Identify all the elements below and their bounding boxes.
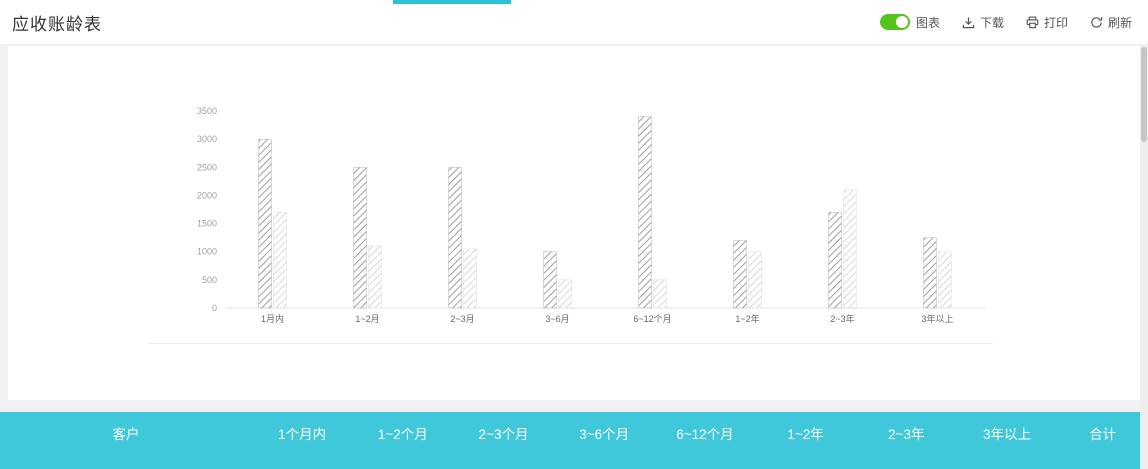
print-icon: [1026, 16, 1039, 28]
top-accent-bar: [393, 0, 511, 4]
table-column-header: 2~3个月: [478, 427, 529, 442]
bar-series-2: [558, 279, 572, 309]
bar-series-1: [923, 237, 937, 309]
table-column-header: 3~6个月: [579, 427, 630, 442]
scrollbar-thumb[interactable]: [1141, 47, 1147, 142]
download-label: 下载: [979, 15, 1004, 30]
table-header-row: 客户 1个月内 1~2个月 2~3个月 3~6个月 6~12个月 1~2年 2~3年 3年以上 合…: [0, 412, 1148, 469]
chart-toggle[interactable]: [879, 14, 910, 30]
bar-series-2: [368, 245, 382, 309]
x-axis-category-label: 2~3月: [450, 314, 474, 324]
y-axis-tick-label: 1000: [197, 247, 217, 257]
bar-series-2: [748, 251, 762, 309]
x-axis-category-label: 3~6月: [545, 314, 569, 324]
bar-series-1: [543, 251, 557, 309]
chart-toggle-group[interactable]: 图表: [879, 14, 940, 31]
header-controls: 图表 下载 打印 刷新: [879, 14, 1132, 31]
bar-series-2: [273, 212, 287, 309]
chart-toggle-label: 图表: [915, 15, 940, 30]
toggle-knob: [895, 16, 908, 28]
aging-bar-chart: 0 500 1000 1500 2000 2500 3000 3500 1月内 1~2月 2~3月 3…: [197, 106, 985, 324]
chart-baseline: [148, 343, 993, 344]
refresh-label: 刷新: [1107, 15, 1132, 30]
bar-series-1: [353, 167, 367, 309]
refresh-button[interactable]: 刷新: [1090, 14, 1132, 31]
bar-series-1: [828, 212, 842, 309]
bar-series-1: [258, 138, 272, 309]
y-axis-tick-label: 2000: [197, 190, 217, 200]
download-button[interactable]: 下载: [962, 14, 1004, 31]
print-label: 打印: [1043, 15, 1068, 30]
bar-series-1: [733, 240, 747, 309]
table-column-header: 1~2年: [787, 427, 824, 442]
bar-series-2: [463, 248, 477, 309]
vertical-scrollbar[interactable]: [1140, 44, 1148, 469]
y-axis-tick-label: 3500: [197, 106, 217, 116]
bar-series-1: [448, 167, 462, 309]
table-column-header: 1个月内: [278, 427, 327, 442]
table-column-header: 合计: [1089, 427, 1117, 442]
print-button[interactable]: 打印: [1026, 14, 1068, 31]
table-column-header: 1~2个月: [377, 427, 428, 442]
x-axis-category-label: 2~3年: [830, 313, 854, 324]
y-axis-tick-label: 0: [212, 303, 217, 313]
bar-series-2: [938, 251, 952, 309]
page-header: 应收账龄表 图表 下载 打印 刷新: [0, 0, 1148, 44]
table-column-header: 客户: [112, 427, 140, 442]
bar-series-1: [638, 116, 652, 309]
table-column-header: 2~3年: [888, 427, 925, 442]
y-axis-tick-label: 500: [202, 275, 217, 285]
y-axis-tick-label: 2500: [197, 162, 217, 172]
bar-series-2: [843, 189, 857, 309]
table-column-header: 3年以上: [983, 427, 1032, 442]
table-column-header: 6~12个月: [676, 427, 734, 442]
x-axis-category-label: 1月内: [261, 313, 284, 324]
chart-card: 0 500 1000 1500 2000 2500 3000 3500 1月内 1~2月 2~3月 3…: [8, 46, 1140, 400]
page-title: 应收账龄表: [12, 14, 102, 34]
bar-series-2: [653, 279, 667, 309]
x-axis-category-label: 1~2月: [355, 314, 379, 324]
x-axis-category-label: 6~12个月: [633, 314, 671, 324]
x-axis-category-label: 1~2年: [735, 313, 759, 324]
x-axis-category-label: 3年以上: [921, 313, 953, 324]
y-axis-tick-label: 1500: [197, 219, 217, 229]
refresh-icon: [1091, 16, 1103, 28]
y-axis-tick-label: 3000: [197, 134, 217, 144]
download-icon: [962, 16, 975, 28]
